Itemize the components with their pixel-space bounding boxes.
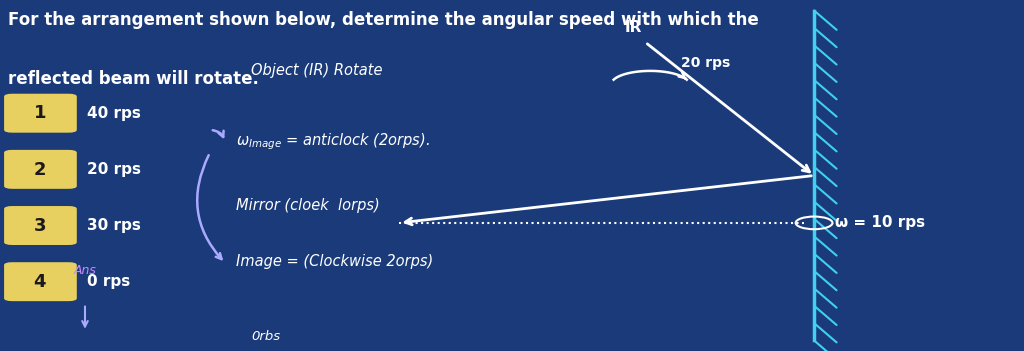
FancyBboxPatch shape: [4, 262, 77, 301]
Text: 3: 3: [34, 217, 46, 235]
Text: For the arrangement shown below, determine the angular speed with which the: For the arrangement shown below, determi…: [8, 11, 759, 28]
Text: ω = 10 rps: ω = 10 rps: [835, 216, 925, 230]
Text: 20 rps: 20 rps: [681, 56, 730, 70]
Text: reflected beam will rotate.: reflected beam will rotate.: [8, 70, 259, 88]
Text: 2: 2: [34, 160, 46, 179]
FancyBboxPatch shape: [4, 94, 77, 133]
Text: Mirror (cloek  lorps): Mirror (cloek lorps): [236, 198, 379, 213]
Text: 1: 1: [34, 104, 46, 122]
FancyBboxPatch shape: [4, 150, 77, 189]
Text: IR: IR: [625, 20, 641, 35]
Text: $\omega_{Image}$ = anticlock (2orps).: $\omega_{Image}$ = anticlock (2orps).: [236, 132, 429, 152]
Text: 30 rps: 30 rps: [87, 218, 141, 233]
Text: 0 rps: 0 rps: [87, 274, 130, 289]
Text: 40 rps: 40 rps: [87, 106, 141, 121]
Text: Ans: Ans: [74, 264, 96, 277]
Text: Image = (Clockwise 2orps): Image = (Clockwise 2orps): [236, 254, 433, 269]
Text: 0rbs: 0rbs: [251, 330, 280, 344]
Text: 4: 4: [34, 273, 46, 291]
FancyBboxPatch shape: [4, 206, 77, 245]
Text: 20 rps: 20 rps: [87, 162, 141, 177]
Text: Object (IR) Rotate: Object (IR) Rotate: [251, 63, 382, 78]
